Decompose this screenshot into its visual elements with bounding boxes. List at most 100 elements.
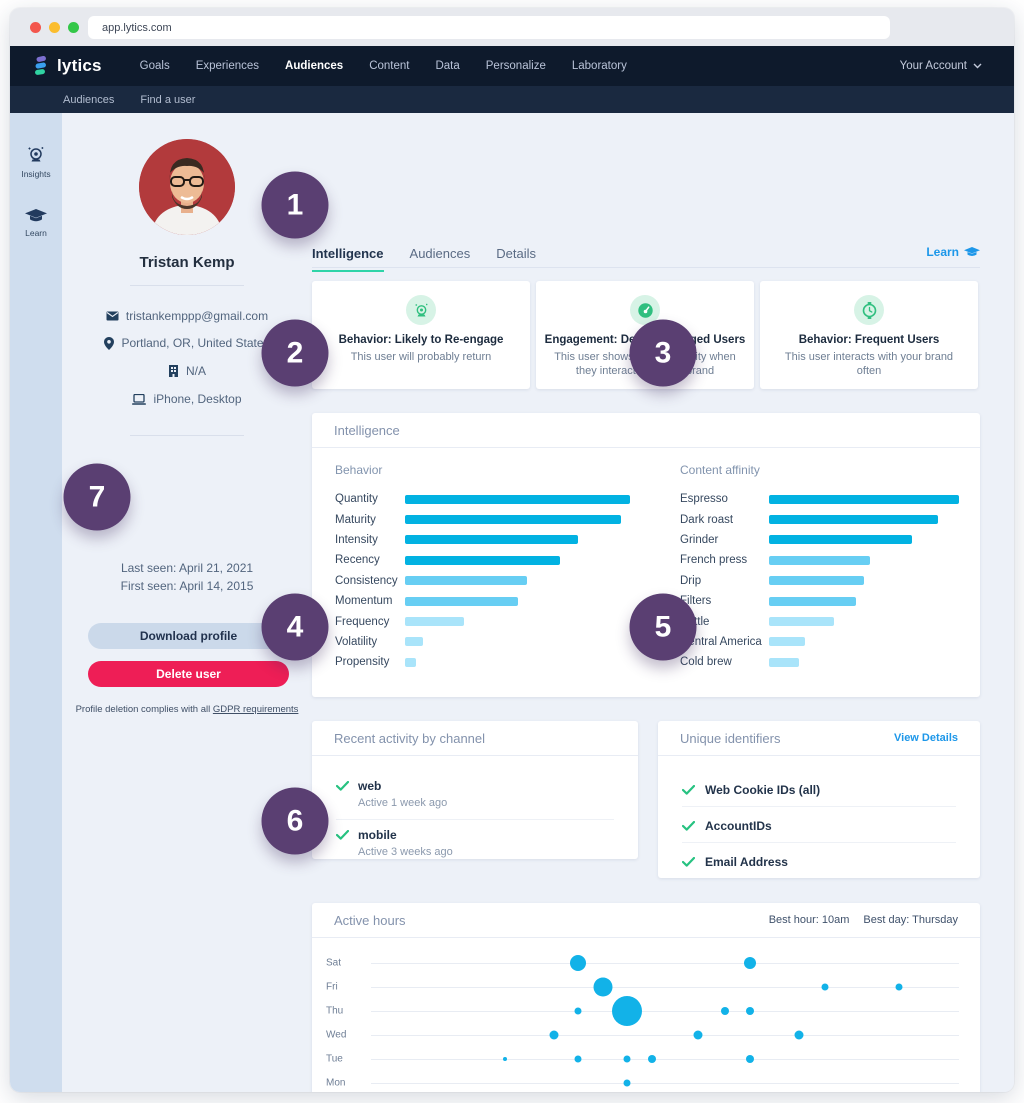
envelope-icon [106, 311, 119, 321]
bar-label: Frequency [335, 615, 390, 628]
bar [769, 576, 864, 586]
subnav-item-audiences[interactable]: Audiences [63, 93, 115, 106]
lytics-logo[interactable]: lytics [32, 56, 102, 76]
subnav-item-find-a-user[interactable]: Find a user [140, 93, 196, 106]
divider [682, 806, 956, 807]
bar-row: Quantity [335, 489, 630, 509]
insight-card-subtitle: This user interacts with your brand ofte… [784, 351, 954, 378]
learn-link[interactable]: Learn [926, 245, 980, 265]
nav-item-personalize[interactable]: Personalize [485, 60, 546, 72]
day-label: Mon [326, 1077, 346, 1089]
activity-bubble [612, 996, 642, 1026]
channel-item: mobile Active 3 weeks ago [336, 828, 614, 858]
tab-audiences[interactable]: Audiences [409, 246, 471, 261]
grid-line [371, 987, 959, 988]
rail-item-insights[interactable]: Insights [21, 145, 51, 179]
rail-item-learn[interactable]: Learn [25, 209, 47, 238]
intelligence-panel-title: Intelligence [334, 422, 400, 438]
bar-label: Momentum [335, 595, 393, 608]
nav-items: Goals Experiences Audiences Content Data Pers… [140, 60, 627, 72]
activity-bubble [549, 1030, 558, 1040]
download-profile-button[interactable]: Download profile [88, 623, 289, 649]
left-rail: Insights Learn [10, 113, 62, 1092]
avatar [139, 139, 235, 235]
nav-item-laboratory[interactable]: Laboratory [571, 60, 627, 72]
bar-label: Propensity [335, 656, 390, 669]
bar [769, 494, 959, 504]
account-menu[interactable]: Your Account [900, 60, 982, 72]
bar-row: Maturity [335, 509, 630, 529]
bar-row: Cold brew [680, 652, 959, 672]
check-icon [682, 785, 695, 795]
check-icon [336, 830, 349, 840]
tab-details[interactable]: Details [496, 246, 536, 261]
identifier-item: AccountIDs [682, 819, 772, 833]
bar [405, 596, 518, 606]
profile-tabs: Intelligence Audiences Details Learn [312, 243, 980, 272]
bar [405, 617, 464, 627]
building-icon [168, 365, 178, 377]
day-label: Tue [326, 1053, 343, 1065]
bar-row: Frequency [335, 611, 630, 631]
chevron-down-icon [973, 63, 982, 69]
url-text: app.lytics.com [102, 21, 172, 34]
lytics-logo-icon [35, 56, 46, 75]
gdpr-note: Profile deletion complies with all GDPR … [75, 704, 299, 715]
bar [769, 637, 806, 647]
activity-bubble [593, 977, 612, 997]
gauge-icon [637, 302, 653, 318]
window-zoom-button[interactable] [68, 22, 79, 33]
url-bar[interactable]: app.lytics.com [88, 16, 890, 39]
active-hours-title: Active hours [334, 912, 406, 928]
bar-row: Intensity [335, 530, 630, 550]
activity-bubble [745, 1007, 754, 1015]
delete-user-button[interactable]: Delete user [88, 661, 289, 687]
activity-bubble [794, 1030, 803, 1040]
watch-icon [862, 301, 876, 319]
grid-line [371, 963, 959, 964]
bar-label: Dark roast [680, 513, 734, 526]
activity-bubble [647, 1055, 656, 1063]
bar-label: Drip [680, 574, 702, 587]
annotation-circle-3: 3 [629, 319, 697, 387]
annotation-circle-5: 5 [629, 593, 697, 661]
identifier-item: Web Cookie IDs (all) [682, 783, 820, 797]
bar-row: Volatility [335, 632, 630, 652]
gdpr-link[interactable]: GDPR requirements [212, 704, 299, 715]
bar-row: Grinder [680, 530, 959, 550]
bar-label: Maturity [335, 513, 376, 526]
nav-item-content[interactable]: Content [369, 60, 410, 72]
unique-identifiers-title: Unique identifiers [680, 730, 781, 746]
insight-card-title: Behavior: Likely to Re-engage [338, 334, 504, 346]
learn-icon [25, 209, 47, 222]
bar [769, 657, 800, 667]
nav-item-experiences[interactable]: Experiences [195, 60, 260, 72]
insight-card-subtitle: This user will probably return [350, 351, 492, 363]
tab-intelligence[interactable]: Intelligence [312, 246, 384, 272]
activity-bubble [574, 1007, 582, 1015]
nav-item-audiences[interactable]: Audiences [285, 60, 344, 72]
nav-item-goals[interactable]: Goals [139, 60, 170, 72]
bar-row: Filters [680, 591, 959, 611]
bar [405, 637, 423, 647]
bar [769, 555, 870, 565]
bar [405, 555, 561, 565]
identifier-item: Email Address [682, 855, 788, 869]
activity-bubble [570, 955, 586, 971]
grid-line [371, 1035, 959, 1036]
annotation-circle-6: 6 [261, 787, 329, 855]
nav-item-data[interactable]: Data [435, 60, 460, 72]
bar-row: Kettle [680, 611, 959, 631]
window-minimize-button[interactable] [49, 22, 60, 33]
view-details-link[interactable]: View Details [894, 732, 958, 744]
annotation-circle-2: 2 [261, 319, 329, 387]
bar [769, 535, 912, 545]
bar-row: Dark roast [680, 509, 959, 529]
bar-row: Drip [680, 571, 959, 591]
window-close-button[interactable] [30, 22, 41, 33]
identifier-label: AccountIDs [705, 819, 772, 833]
annotation-circle-4: 4 [261, 593, 329, 661]
first-seen: First seen: April 14, 2015 [120, 579, 254, 593]
graduation-cap-icon [964, 246, 980, 256]
